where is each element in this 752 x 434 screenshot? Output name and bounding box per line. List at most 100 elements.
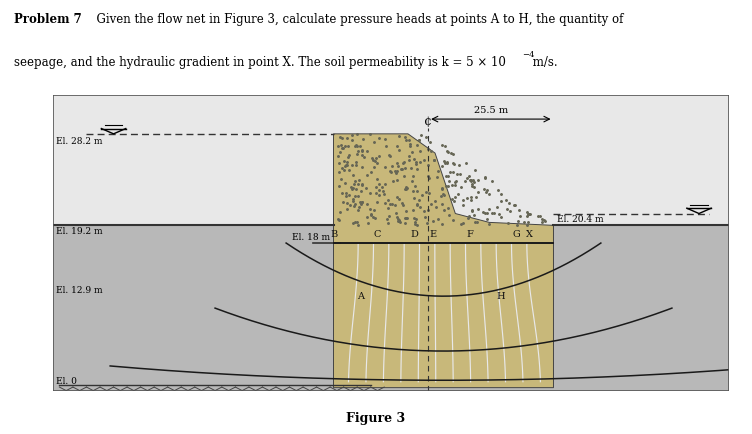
Point	[523, 211, 535, 218]
Point	[368, 139, 380, 146]
Point	[367, 157, 379, 164]
Point	[382, 220, 394, 227]
Point	[393, 218, 405, 225]
Point	[472, 218, 484, 225]
Text: C: C	[374, 230, 381, 239]
Point	[421, 220, 433, 227]
Point	[442, 183, 454, 190]
Point	[371, 198, 383, 205]
Point	[343, 151, 355, 158]
Point	[456, 184, 468, 191]
Text: El. 20.4 m: El. 20.4 m	[556, 215, 604, 224]
Point	[356, 164, 368, 171]
Point	[449, 181, 461, 188]
Point	[444, 178, 456, 184]
Point	[465, 177, 477, 184]
Point	[336, 165, 348, 172]
Point	[502, 219, 514, 226]
Point	[432, 168, 444, 174]
Point	[446, 182, 458, 189]
Point	[403, 137, 415, 144]
Point	[504, 207, 516, 214]
Point	[353, 204, 365, 210]
Point	[447, 217, 459, 224]
Text: H: H	[496, 292, 505, 301]
Point	[410, 160, 422, 167]
Point	[521, 221, 533, 228]
Point	[339, 180, 351, 187]
Point	[441, 159, 453, 166]
Point	[399, 219, 411, 226]
Point	[446, 196, 458, 203]
Point	[399, 134, 411, 141]
Point	[429, 197, 441, 204]
Text: A: A	[357, 292, 364, 301]
Bar	[53, 225, 729, 391]
Point	[418, 207, 430, 214]
Point	[406, 178, 418, 184]
Point	[404, 140, 416, 147]
Point	[430, 204, 442, 210]
Point	[350, 186, 362, 193]
Point	[535, 218, 547, 225]
Point	[376, 184, 388, 191]
Point	[450, 170, 462, 177]
Point	[461, 195, 473, 202]
Point	[405, 164, 417, 171]
Point	[414, 159, 426, 166]
Point	[338, 142, 350, 149]
Point	[351, 131, 363, 138]
Point	[392, 218, 404, 225]
Point	[402, 214, 414, 221]
Point	[384, 200, 396, 207]
Text: m/s.: m/s.	[529, 56, 557, 69]
Point	[408, 155, 420, 162]
Point	[356, 146, 368, 153]
Point	[532, 213, 544, 220]
Point	[459, 178, 471, 185]
Point	[393, 196, 405, 203]
Point	[481, 216, 493, 223]
Text: El. 12.9 m: El. 12.9 m	[56, 286, 103, 295]
Point	[493, 211, 505, 218]
Point	[373, 181, 385, 187]
Text: F: F	[467, 230, 474, 239]
Point	[450, 178, 462, 185]
Point	[428, 157, 440, 164]
Point	[338, 166, 350, 173]
Point	[352, 147, 364, 154]
Point	[341, 162, 353, 169]
Point	[468, 184, 481, 191]
Point	[469, 167, 481, 174]
Point	[347, 196, 359, 203]
Point	[442, 173, 454, 180]
Bar	[53, 95, 729, 225]
Point	[414, 132, 426, 138]
Point	[468, 212, 480, 219]
Point	[340, 192, 352, 199]
Point	[523, 210, 535, 217]
Point	[407, 173, 419, 180]
Point	[392, 215, 404, 222]
Point	[479, 210, 491, 217]
Point	[399, 186, 411, 193]
Point	[347, 197, 359, 204]
Point	[466, 207, 478, 214]
Point	[350, 142, 362, 149]
Point	[514, 212, 526, 219]
Text: Given the flow net in Figure 3, calculate pressure heads at points A to H, the q: Given the flow net in Figure 3, calculat…	[89, 13, 623, 26]
Point	[367, 214, 379, 220]
Point	[509, 202, 521, 209]
Point	[422, 207, 434, 214]
Point	[423, 189, 435, 196]
Point	[373, 135, 385, 141]
Point	[472, 188, 484, 195]
Point	[477, 208, 489, 215]
Point	[389, 201, 401, 208]
Point	[351, 151, 363, 158]
Point	[349, 192, 361, 199]
Point	[448, 197, 460, 204]
Point	[333, 182, 345, 189]
Point	[361, 214, 373, 220]
Point	[336, 190, 348, 197]
